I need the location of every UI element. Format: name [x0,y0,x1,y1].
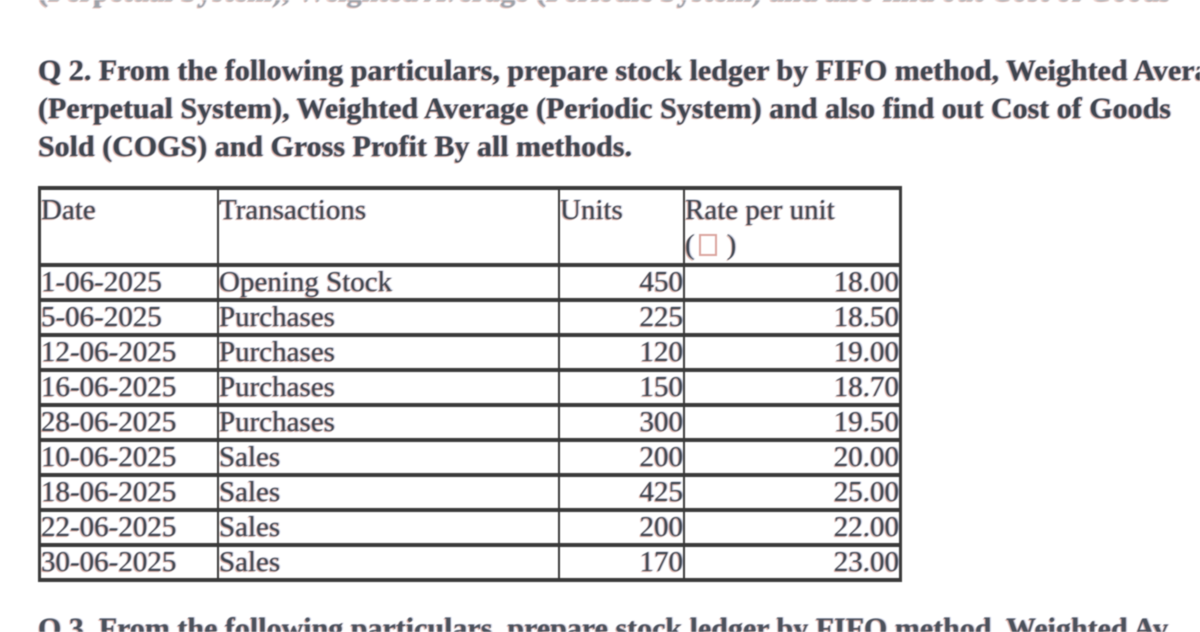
cell-transaction: Sales [218,545,559,580]
cell-transaction: Purchases [218,300,559,335]
column-header-transactions: Transactions [218,188,559,265]
cell-date: 22-06-2025 [40,510,218,545]
cell-transaction: Purchases [218,370,559,405]
cell-rate: 19.00 [684,335,900,370]
table-row: 12-06-2025 Purchases 120 19.00 [40,335,900,370]
column-header-rate: Rate per unit () [684,188,900,265]
cell-rate: 19.50 [684,405,900,440]
cell-rate: 18.50 [684,300,900,335]
cell-units: 300 [559,405,684,440]
cell-rate: 25.00 [684,475,900,510]
cell-units: 450 [559,265,684,300]
table-row: 30-06-2025 Sales 170 23.00 [40,545,900,580]
cell-date: 12-06-2025 [40,335,218,370]
table-row: 5-06-2025 Purchases 225 18.50 [40,300,900,335]
cell-units: 200 [559,440,684,475]
cell-transaction: Sales [218,440,559,475]
header-row: Date Transactions Units Rate per unit () [40,188,900,265]
cell-rate: 22.00 [684,510,900,545]
previous-line-fragment: (Perpetual System), Weighted Average (Pe… [38,0,1171,11]
cell-units: 200 [559,510,684,545]
rate-header-label: Rate per unit [685,194,835,226]
question-line-1: Q 2. From the following particulars, pre… [38,54,1200,87]
table-row: 10-06-2025 Sales 200 20.00 [40,440,900,475]
cell-date: 18-06-2025 [40,475,218,510]
cell-units: 150 [559,370,684,405]
cell-date: 10-06-2025 [40,440,218,475]
cell-rate: 23.00 [684,545,900,580]
cell-transaction: Sales [218,510,559,545]
cell-units: 225 [559,300,684,335]
cell-units: 170 [559,545,684,580]
cell-date: 28-06-2025 [40,405,218,440]
cell-date: 30-06-2025 [40,545,218,580]
table-row: 28-06-2025 Purchases 300 19.50 [40,405,900,440]
table-row: 16-06-2025 Purchases 150 18.70 [40,370,900,405]
question-line-3: Sold (COGS) and Gross Profit By all meth… [38,130,632,163]
cell-rate: 18.70 [684,370,900,405]
table-row: 22-06-2025 Sales 200 22.00 [40,510,900,545]
cell-transaction: Opening Stock [218,265,559,300]
stock-transactions-table: Date Transactions Units Rate per unit ()… [38,186,902,582]
cell-transaction: Purchases [218,335,559,370]
cell-rate: 20.00 [684,440,900,475]
cell-units: 120 [559,335,684,370]
cell-date: 1-06-2025 [40,265,218,300]
rate-currency-line: () [685,228,899,263]
open-paren: ( [685,229,695,261]
question-text: Q 2. From the following particulars, pre… [38,52,1200,166]
table-row: 1-06-2025 Opening Stock 450 18.00 [40,265,900,300]
column-header-date: Date [40,188,218,265]
column-header-units: Units [559,188,684,265]
next-question-fragment: Q 3. From the following particulars, pre… [38,612,1168,632]
cell-units: 425 [559,475,684,510]
close-paren: ) [726,229,737,261]
cell-rate: 18.00 [684,265,900,300]
cell-date: 5-06-2025 [40,300,218,335]
cell-transaction: Purchases [218,405,559,440]
cell-date: 16-06-2025 [40,370,218,405]
question-line-2: (Perpetual System), Weighted Average (Pe… [38,92,1171,125]
cell-transaction: Sales [218,475,559,510]
missing-rupee-glyph-icon [698,234,717,256]
table-row: 18-06-2025 Sales 425 25.00 [40,475,900,510]
